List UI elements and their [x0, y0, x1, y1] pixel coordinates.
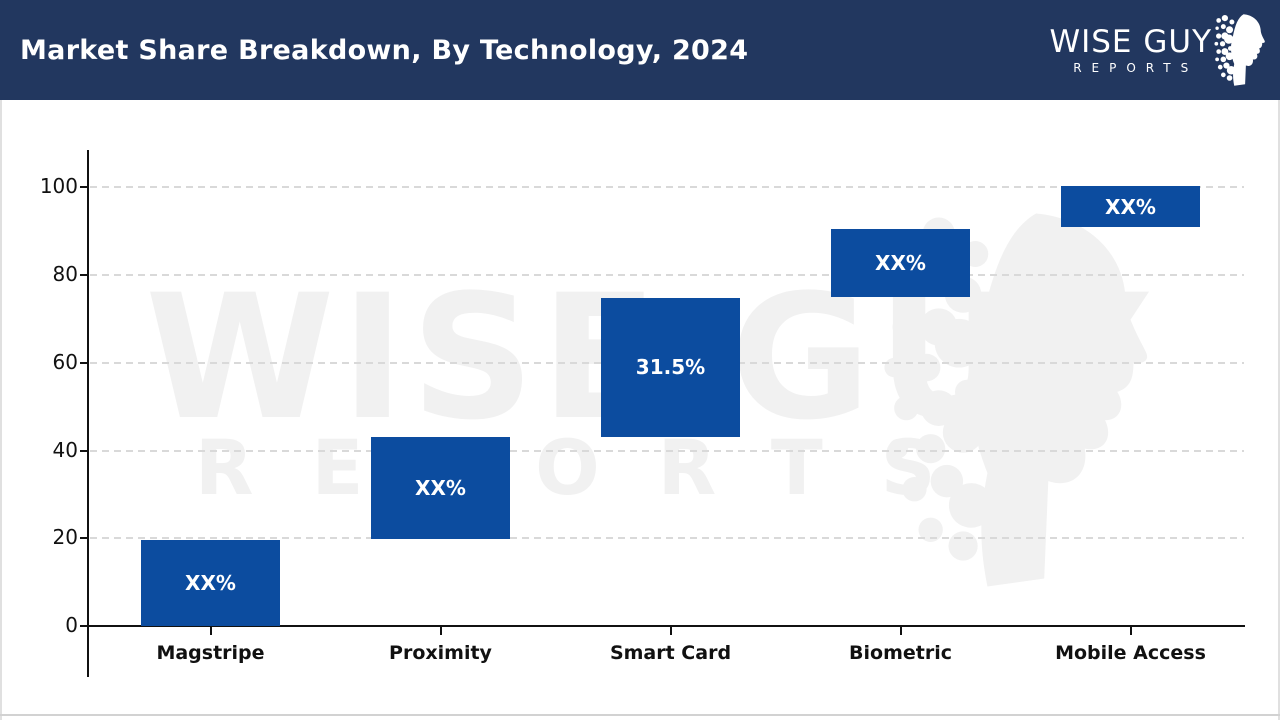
x-tick-0: [209, 627, 212, 635]
x-category-label-4: Mobile Access: [1055, 642, 1206, 664]
x-category-label-0: Magstripe: [156, 642, 265, 664]
y-tick-40: [80, 449, 88, 452]
frame-right-border: [1278, 100, 1280, 720]
gridline-100: [90, 186, 1244, 189]
bar-value-label-0: XX%: [185, 571, 236, 596]
brand-head-icon: [1214, 14, 1265, 86]
frame-left-border: [0, 100, 2, 720]
x-category-label-2: Smart Card: [609, 642, 732, 664]
bar-value-label-4: XX%: [1105, 194, 1156, 219]
bar-proximity: XX%: [371, 436, 510, 540]
brand-logo-text: WISE GUY REPORTS: [1049, 25, 1212, 75]
frame-bottom-border: [0, 714, 1280, 716]
bar-value-label-1: XX%: [415, 475, 466, 500]
brand-name: WISE GUY: [1049, 23, 1212, 60]
x-tick-1: [439, 627, 442, 635]
brand-logo: WISE GUY REPORTS: [1049, 6, 1270, 94]
header-band: Market Share Breakdown, By Technology, 2…: [0, 0, 1280, 100]
y-tick-label-20: 20: [52, 525, 78, 550]
y-tick-100: [80, 186, 88, 189]
x-tick-2: [669, 627, 672, 635]
gridline-80: [90, 274, 1244, 277]
y-tick-label-40: 40: [52, 437, 78, 462]
y-axis-line: [87, 150, 89, 677]
x-category-label-3: Biometric: [849, 642, 952, 664]
x-tick-3: [899, 627, 902, 635]
y-tick-label-80: 80: [52, 262, 78, 287]
x-tick-4: [1129, 627, 1132, 635]
plot-area: 0 20 40 60 80 100 Magstripe XX% Proximity XX% Smar…: [0, 100, 1280, 720]
brand-subname: REPORTS: [1073, 61, 1199, 76]
x-category-label-1: Proximity: [389, 642, 492, 664]
y-tick-60: [80, 361, 88, 364]
gridline-40: [90, 449, 1244, 452]
y-tick-20: [80, 537, 88, 540]
bar-value-label-2: 31.5%: [635, 355, 706, 380]
y-tick-label-60: 60: [52, 349, 78, 374]
y-tick-label-0: 0: [65, 613, 78, 637]
bar-value-label-3: XX%: [875, 251, 926, 276]
x-axis-line: [87, 625, 1245, 627]
bar-magstripe: XX%: [141, 540, 280, 626]
bar-smart-card: 31.5%: [601, 298, 740, 437]
gridline-20: [90, 537, 1244, 540]
page-title: Market Share Breakdown, By Technology, 2…: [20, 34, 749, 66]
bar-mobile-access: XX%: [1061, 186, 1200, 228]
y-tick-80: [80, 274, 88, 277]
y-tick-0: [80, 625, 88, 627]
y-tick-label-100: 100: [39, 174, 78, 199]
bar-biometric: XX%: [831, 228, 970, 298]
